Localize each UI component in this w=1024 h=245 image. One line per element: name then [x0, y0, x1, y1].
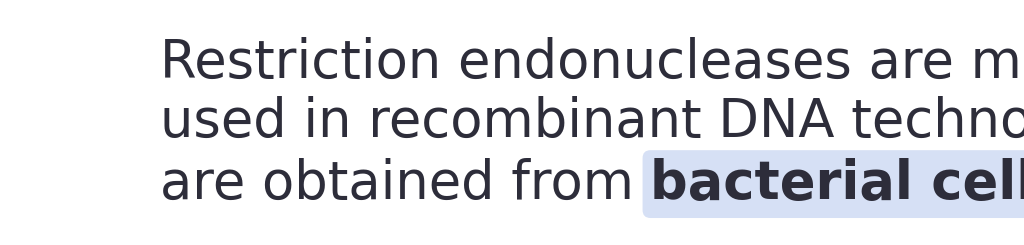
Text: Restriction endonucleases are most widely: Restriction endonucleases are most widel…	[160, 37, 1024, 89]
Text: are obtained from: are obtained from	[160, 158, 650, 210]
Text: used in recombinant DNA technology and: used in recombinant DNA technology and	[160, 96, 1024, 148]
Text: bacterial cells: bacterial cells	[650, 158, 1024, 210]
